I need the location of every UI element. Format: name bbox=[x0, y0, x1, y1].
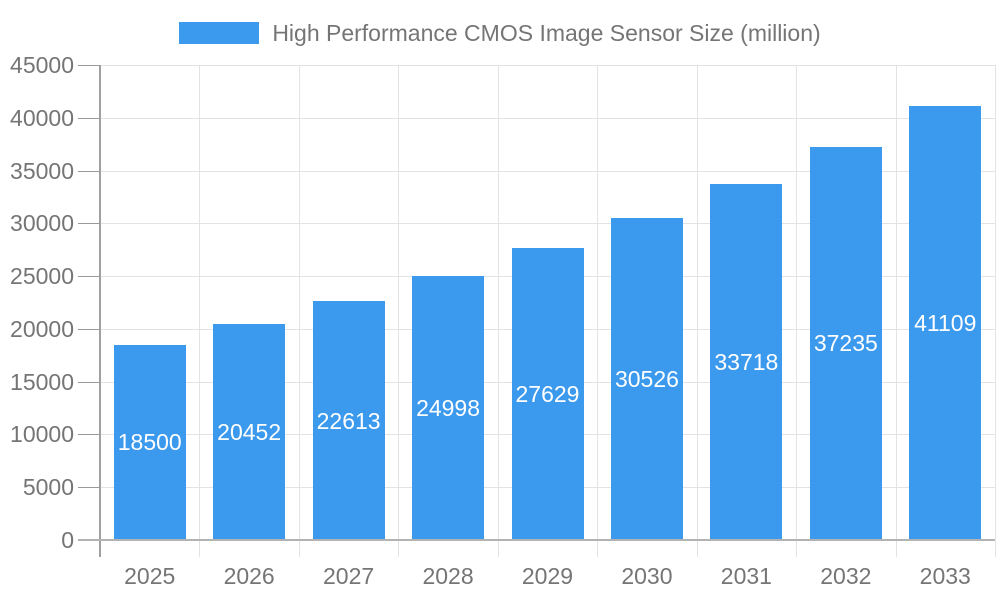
v-gridline bbox=[199, 65, 201, 557]
y-tick-mark bbox=[78, 65, 100, 66]
bar bbox=[710, 184, 783, 540]
x-axis-label: 2026 bbox=[223, 563, 275, 589]
h-gridline bbox=[100, 65, 995, 66]
x-axis-label: 2032 bbox=[820, 563, 872, 589]
v-gridline bbox=[298, 65, 300, 557]
legend-swatch-icon bbox=[179, 22, 260, 44]
bar-value-label: 24998 bbox=[416, 395, 481, 422]
y-tick-mark bbox=[78, 328, 100, 330]
y-axis-label: 40000 bbox=[10, 104, 74, 131]
v-gridline bbox=[796, 65, 798, 557]
bar-value-label: 33718 bbox=[714, 349, 779, 376]
y-axis-label: 20000 bbox=[10, 315, 74, 342]
v-gridline bbox=[895, 65, 897, 557]
bar bbox=[610, 217, 683, 540]
bar bbox=[511, 248, 584, 540]
y-tick-mark bbox=[78, 223, 100, 225]
y-tick-mark bbox=[78, 170, 100, 172]
v-gridline bbox=[696, 65, 698, 557]
y-axis-label: 0 bbox=[61, 527, 74, 553]
bar-value-label: 18500 bbox=[117, 429, 182, 456]
bar bbox=[312, 301, 385, 540]
x-axis-label: 2028 bbox=[422, 563, 474, 589]
y-axis-line bbox=[99, 65, 101, 557]
bar-value-label: 30526 bbox=[614, 365, 679, 392]
chart-legend: High Performance CMOS Image Sensor Size … bbox=[0, 19, 1000, 47]
bar bbox=[213, 324, 286, 540]
y-tick-mark bbox=[78, 381, 100, 383]
v-gridline bbox=[995, 65, 996, 557]
bar bbox=[909, 106, 982, 540]
h-gridline bbox=[100, 117, 995, 119]
bar-value-label: 37235 bbox=[813, 330, 878, 357]
bar-value-label: 22613 bbox=[316, 407, 381, 434]
x-axis-label: 2025 bbox=[124, 563, 176, 589]
bar bbox=[809, 146, 882, 540]
y-tick-mark bbox=[78, 276, 100, 278]
v-gridline bbox=[597, 65, 599, 557]
y-axis-label: 25000 bbox=[10, 263, 74, 290]
y-tick-mark bbox=[78, 117, 100, 119]
x-axis-label: 2029 bbox=[521, 563, 574, 589]
y-axis-label: 45000 bbox=[10, 52, 74, 78]
h-gridline bbox=[100, 223, 995, 225]
x-axis-label: 2033 bbox=[919, 563, 971, 589]
v-gridline bbox=[497, 65, 499, 557]
h-gridline bbox=[100, 170, 995, 172]
x-axis-label: 2030 bbox=[621, 563, 673, 589]
y-axis-label: 5000 bbox=[22, 474, 74, 501]
y-axis-label: 10000 bbox=[10, 421, 74, 448]
legend-label: High Performance CMOS Image Sensor Size … bbox=[272, 19, 821, 46]
bar-value-label: 27629 bbox=[515, 381, 580, 408]
y-axis-label: 15000 bbox=[10, 368, 74, 395]
y-axis-label: 30000 bbox=[10, 210, 74, 237]
x-baseline bbox=[78, 539, 995, 541]
bar-value-label: 41109 bbox=[914, 310, 977, 337]
bar bbox=[113, 344, 186, 540]
y-tick-mark bbox=[78, 434, 100, 436]
bar bbox=[412, 276, 485, 540]
x-axis-label: 2027 bbox=[323, 563, 375, 589]
x-axis-label: 2031 bbox=[720, 563, 772, 589]
v-gridline bbox=[398, 65, 400, 557]
y-axis-label: 35000 bbox=[10, 157, 74, 184]
y-tick-mark bbox=[78, 487, 100, 489]
bar-value-label: 20452 bbox=[217, 419, 282, 446]
